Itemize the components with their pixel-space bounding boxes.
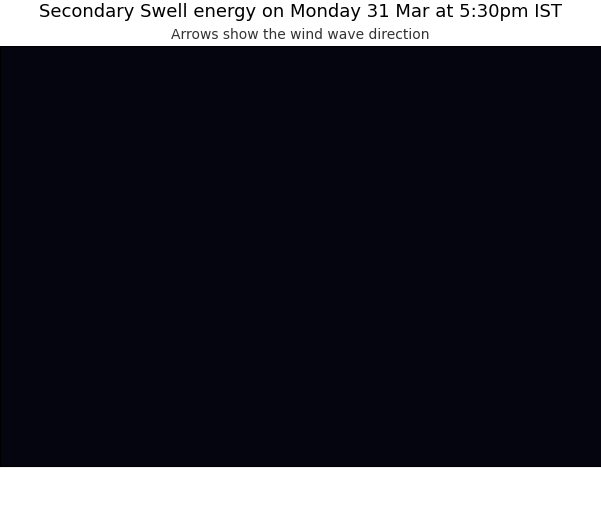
Text: Arrows show the wind wave direction: Arrows show the wind wave direction — [171, 28, 430, 41]
Text: Secondary Swell energy on Monday 31 Mar at 5:30pm IST: Secondary Swell energy on Monday 31 Mar … — [39, 3, 562, 20]
